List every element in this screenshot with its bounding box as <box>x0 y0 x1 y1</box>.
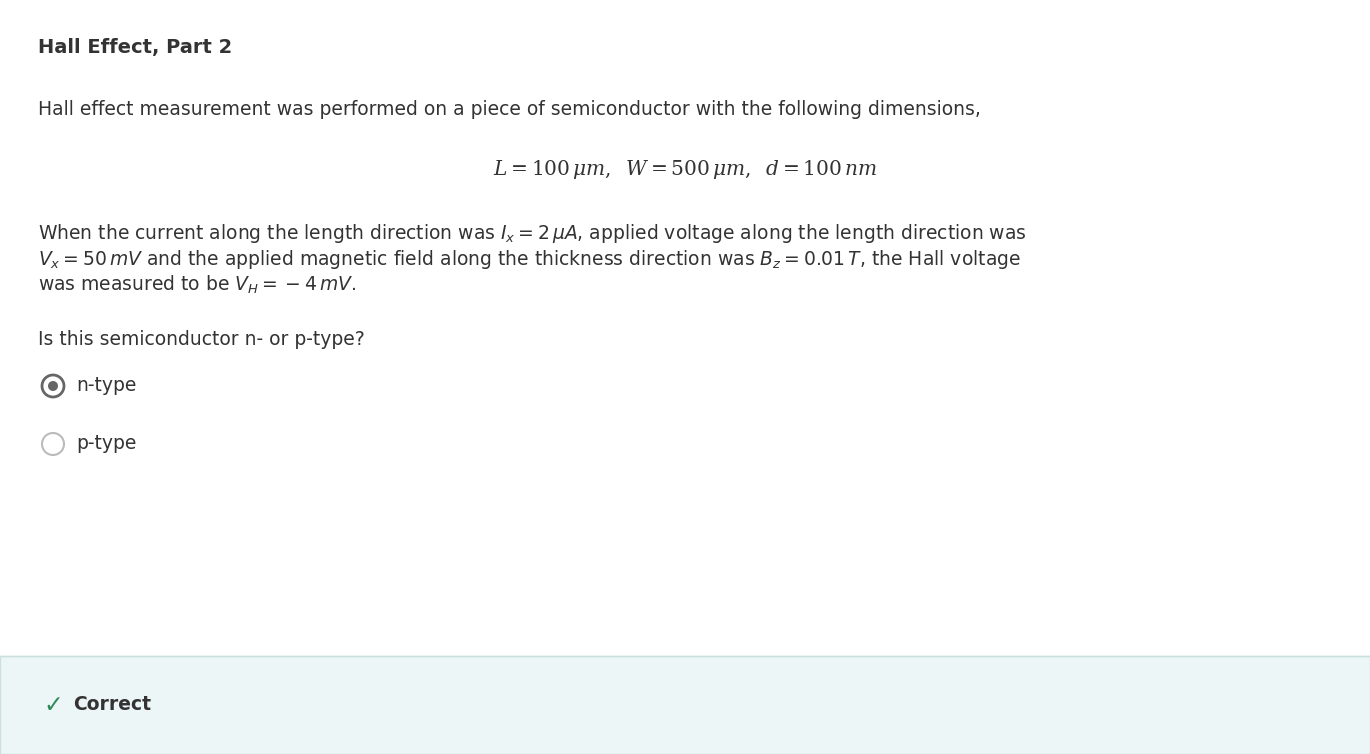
Text: $L = 100\,\mu m,\;\; W = 500\,\mu m,\;\; d = 100\,nm$: $L = 100\,\mu m,\;\; W = 500\,\mu m,\;\;… <box>493 158 877 181</box>
FancyBboxPatch shape <box>0 656 1370 754</box>
Text: Correct: Correct <box>73 695 151 715</box>
Text: Is this semiconductor n- or p-type?: Is this semiconductor n- or p-type? <box>38 330 364 349</box>
Circle shape <box>48 381 58 391</box>
Text: When the current along the length direction was $I_x = 2\,\mu A$, applied voltag: When the current along the length direct… <box>38 222 1026 245</box>
Circle shape <box>42 375 64 397</box>
Text: Hall Effect, Part 2: Hall Effect, Part 2 <box>38 38 233 57</box>
Text: ✓: ✓ <box>42 693 63 717</box>
Text: Hall effect measurement was performed on a piece of semiconductor with the follo: Hall effect measurement was performed on… <box>38 100 981 119</box>
Text: was measured to be $V_H = -4\,mV$.: was measured to be $V_H = -4\,mV$. <box>38 274 356 296</box>
Text: $V_x = 50\,mV$ and the applied magnetic field along the thickness direction was : $V_x = 50\,mV$ and the applied magnetic … <box>38 248 1021 271</box>
Text: n-type: n-type <box>75 376 137 395</box>
Circle shape <box>42 433 64 455</box>
Text: p-type: p-type <box>75 434 137 453</box>
